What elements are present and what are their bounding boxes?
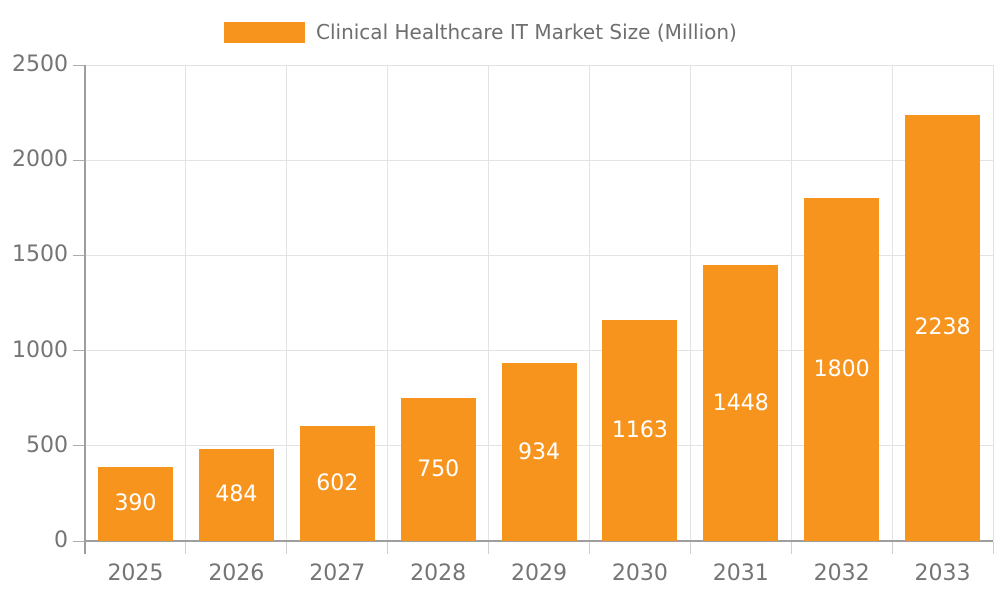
y-axis-tick-label: 2500 bbox=[12, 52, 68, 77]
x-axis-tick-label: 2032 bbox=[813, 561, 870, 586]
x-axis-tick-mark bbox=[891, 542, 893, 554]
grid-line-vertical bbox=[387, 65, 389, 541]
y-axis-tick-mark bbox=[73, 540, 85, 542]
x-axis-tick-mark bbox=[689, 542, 691, 554]
y-axis-line bbox=[84, 65, 86, 554]
x-axis-tick-mark bbox=[992, 542, 994, 554]
bar[interactable]: 1800 bbox=[804, 198, 880, 541]
x-axis-tick-label: 2031 bbox=[712, 561, 769, 586]
x-axis-line bbox=[85, 540, 993, 542]
bar[interactable]: 750 bbox=[400, 398, 476, 541]
bar-value-label: 1800 bbox=[813, 357, 870, 383]
grid-line-vertical bbox=[689, 65, 691, 541]
y-axis-tick-label: 500 bbox=[26, 432, 68, 458]
y-axis-tick-label: 0 bbox=[54, 528, 68, 553]
legend-label: Clinical Healthcare IT Market Size (Mill… bbox=[316, 20, 737, 44]
x-axis-tick-label: 2025 bbox=[107, 561, 164, 586]
bar[interactable]: 934 bbox=[501, 363, 577, 541]
grid-line-horizontal bbox=[85, 159, 993, 161]
bar-value-label: 750 bbox=[417, 457, 460, 483]
y-axis-tick-mark bbox=[73, 159, 85, 161]
bar-value-label: 390 bbox=[114, 491, 157, 517]
grid-line-horizontal bbox=[85, 254, 993, 256]
y-axis-tick-mark bbox=[73, 445, 85, 447]
x-axis-tick-label: 2026 bbox=[208, 561, 265, 586]
bar[interactable]: 2238 bbox=[905, 114, 981, 541]
grid-line-horizontal bbox=[85, 350, 993, 352]
grid-line-horizontal bbox=[85, 64, 993, 66]
bar[interactable]: 1163 bbox=[602, 319, 678, 541]
y-axis-tick-label: 1000 bbox=[12, 337, 68, 363]
x-axis-tick-label: 2033 bbox=[914, 561, 971, 586]
grid-line-vertical bbox=[891, 65, 893, 541]
bar[interactable]: 390 bbox=[97, 466, 173, 541]
bar[interactable]: 1448 bbox=[703, 265, 779, 541]
legend-swatch-icon bbox=[224, 22, 305, 43]
y-axis-tick-label: 1500 bbox=[12, 242, 68, 268]
bar-value-label: 484 bbox=[215, 482, 258, 508]
y-axis-tick-mark bbox=[73, 254, 85, 256]
x-axis-tick-label: 2028 bbox=[410, 561, 467, 586]
grid-line-vertical bbox=[488, 65, 490, 541]
bar-value-label: 1448 bbox=[712, 390, 769, 416]
bar-value-label: 934 bbox=[518, 439, 560, 465]
bar[interactable]: 484 bbox=[198, 448, 274, 541]
x-axis-tick-label: 2029 bbox=[510, 561, 567, 586]
bar-value-label: 2238 bbox=[914, 315, 971, 341]
grid-line-vertical bbox=[286, 65, 288, 541]
bar-value-label: 602 bbox=[316, 471, 359, 497]
bar-value-label: 1163 bbox=[611, 417, 668, 443]
chart-legend[interactable]: Clinical Healthcare IT Market Size (Mill… bbox=[224, 20, 737, 45]
grid-line-vertical bbox=[790, 65, 792, 541]
x-axis-tick-mark bbox=[185, 542, 187, 554]
y-axis-tick-label: 2000 bbox=[12, 147, 68, 173]
x-axis-tick-mark bbox=[286, 542, 288, 554]
grid-line-vertical bbox=[992, 65, 994, 541]
x-axis-tick-label: 2027 bbox=[309, 561, 366, 586]
y-axis-tick-mark bbox=[73, 64, 85, 66]
x-axis-tick-mark bbox=[588, 542, 590, 554]
x-axis-tick-label: 2030 bbox=[611, 561, 668, 586]
y-axis-tick-mark bbox=[73, 350, 85, 352]
grid-line-vertical bbox=[185, 65, 187, 541]
bar[interactable]: 602 bbox=[299, 426, 375, 541]
x-axis-tick-mark bbox=[790, 542, 792, 554]
x-axis-tick-mark bbox=[488, 542, 490, 554]
grid-line-vertical bbox=[588, 65, 590, 541]
x-axis-tick-mark bbox=[387, 542, 389, 554]
